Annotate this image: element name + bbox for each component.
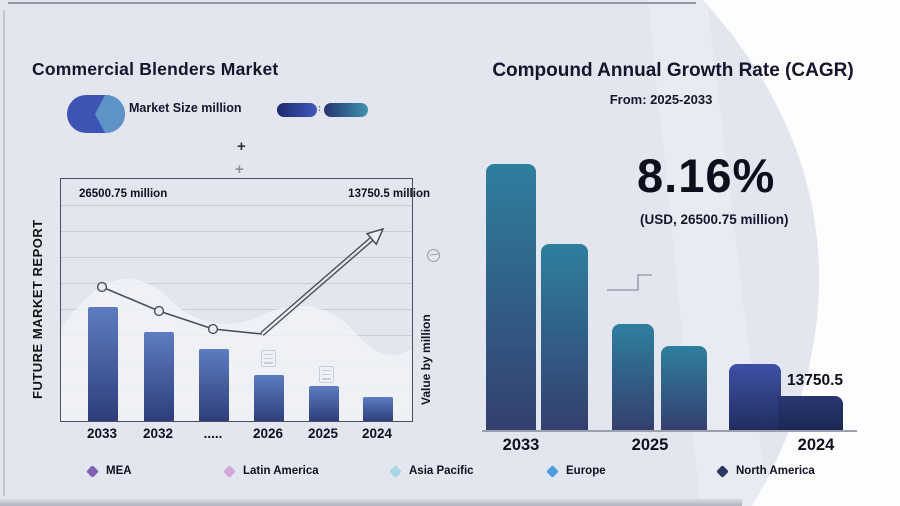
legend-label: Asia Pacific <box>409 465 474 477</box>
page-title: Commercial Blenders Market <box>32 59 279 79</box>
legend-marker-icon <box>716 464 729 478</box>
arrowhead-icon <box>365 227 385 246</box>
legend-item-latin-america: Latin America <box>223 464 319 478</box>
plus-mark-icon: + <box>237 138 246 155</box>
legend-item-north-america: North America <box>716 464 815 478</box>
market-size-icon <box>67 95 125 133</box>
cagr-note: (USD, 26500.75 million) <box>640 212 789 227</box>
market-size-bar-2026 <box>254 375 284 421</box>
market-size-x-axis: 2033 2032..... 2026 2025 2024 <box>60 426 413 444</box>
market-size-bar-2025 <box>309 386 339 421</box>
x-tick-label: 2026 <box>252 426 284 441</box>
legend-label: North America <box>736 465 815 477</box>
brand-watermark: FUTURE MARKET REPORT <box>30 219 45 399</box>
cagr-bar-2025-1 <box>612 324 654 431</box>
plus-mark-icon: + <box>235 161 244 178</box>
x-tick-label: 2024 <box>797 436 835 454</box>
market-size-bar-2024 <box>363 397 393 421</box>
legend-label: Europe <box>566 465 606 477</box>
x-tick-label: 2033 <box>86 426 118 441</box>
cagr-value: 8.16% <box>637 149 776 202</box>
legend-marker-icon <box>546 464 559 478</box>
market-size-bar-2033 <box>88 307 118 421</box>
x-tick-label: 2025 <box>631 436 669 454</box>
trend-line-and-arrow <box>96 227 385 336</box>
cagr-bar-2024-1 <box>729 364 781 431</box>
cagr-bar-2024-2 <box>778 396 843 431</box>
ratio-separator: : <box>318 103 321 113</box>
left-border-line <box>3 10 5 496</box>
x-tick-label: ..... <box>203 426 223 441</box>
x-tick-label: 2024 <box>361 426 393 441</box>
market-size-chart: 26500.75 million 13750.5 million <box>60 178 430 422</box>
legend-item-asia-pacific: Asia Pacific <box>389 464 474 478</box>
cagr-axis-line <box>482 430 857 432</box>
region-legend: MEA Latin America Asia Pacific Europe North … <box>0 464 900 487</box>
cagr-bar-2033-2 <box>541 244 588 431</box>
x-tick-label: 2033 <box>502 436 540 454</box>
document-watermark-icon <box>261 350 276 367</box>
value-annotation-left: 26500.75 million <box>79 188 168 200</box>
market-size-chart-plot: 26500.75 million <box>61 179 412 421</box>
legend-label: MEA <box>106 465 132 477</box>
y-axis-label: Value by million <box>419 314 433 406</box>
legend-marker-icon <box>389 464 402 478</box>
ratio-pill-right <box>324 103 368 117</box>
cagr-bar-2025-2 <box>661 346 707 431</box>
x-tick-label: 2032 <box>142 426 174 441</box>
market-size-bar-2032 <box>144 332 174 421</box>
legend-label: Latin America <box>243 465 319 477</box>
legend-item-mea: MEA <box>86 464 132 478</box>
legend-marker-icon <box>223 464 236 478</box>
top-border-line <box>8 2 696 4</box>
ratio-pill-left <box>277 103 317 117</box>
market-size-label: Market Size million <box>129 101 242 115</box>
bg-white-swoosh <box>703 0 900 506</box>
cagr-subtitle: From: 2025-2033 <box>609 92 713 107</box>
cagr-x-axis: 2033 2025 2024 <box>0 436 900 456</box>
legend-marker-icon <box>86 464 99 478</box>
value-annotation-right: 13750.5 million <box>348 188 430 200</box>
market-size-bar-..... <box>199 349 229 421</box>
x-tick-label: 2025 <box>307 426 339 441</box>
document-watermark-icon <box>319 366 334 383</box>
circle-minus-icon <box>427 249 440 262</box>
step-line-decor <box>607 274 652 291</box>
cagr-bar-2033-1 <box>486 164 536 431</box>
legend-item-europe: Europe <box>546 464 606 478</box>
bar-value-label: 13750.5 <box>787 372 844 389</box>
cagr-title: Compound Annual Growth Rate (CAGR) <box>492 60 854 81</box>
capsule-hexagon-shape <box>95 95 125 133</box>
bottom-border-strip <box>0 499 742 506</box>
